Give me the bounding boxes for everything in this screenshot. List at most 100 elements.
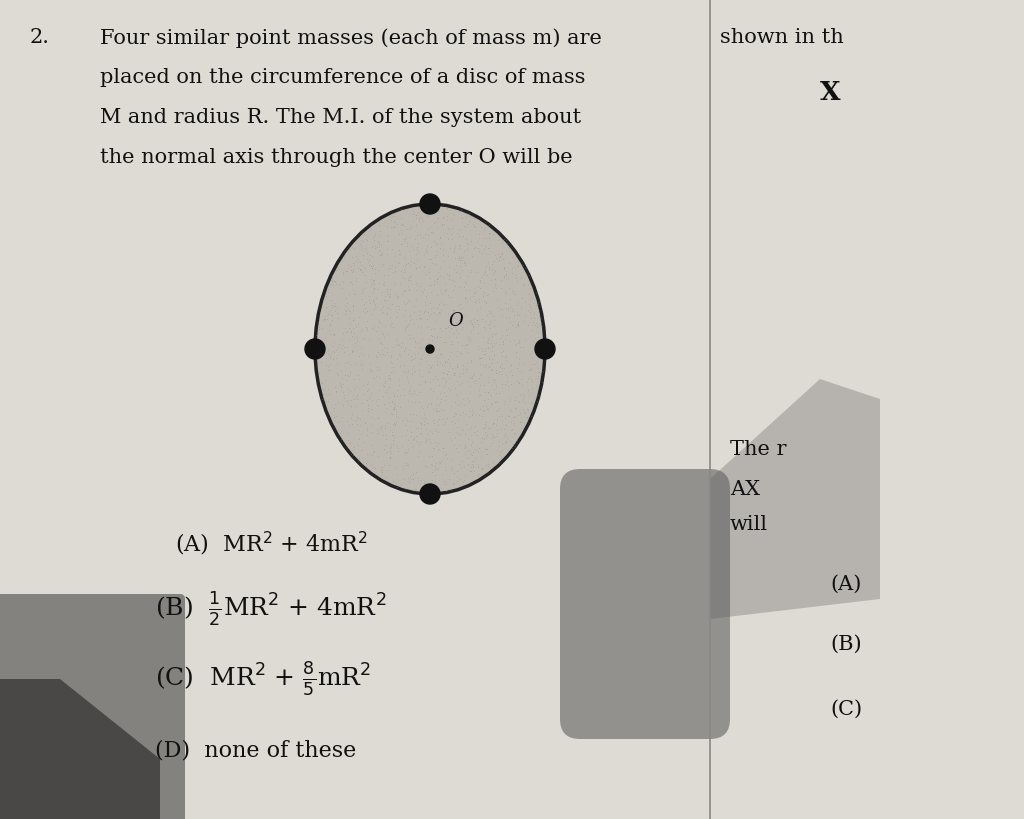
Point [506,428,522,441]
Point [342,437,358,450]
Point [450,223,466,236]
Point [326,337,342,350]
Point [408,293,424,306]
Point [345,345,361,358]
Point [389,391,406,404]
Point [495,345,511,358]
Point [458,364,474,377]
Point [326,411,342,424]
Point [404,333,421,346]
Point [485,419,502,432]
Point [397,459,414,473]
Point [415,215,431,229]
Point [463,356,479,369]
Point [411,436,427,449]
Point [352,265,369,278]
Point [400,387,417,400]
Point [474,346,490,359]
Point [398,297,415,310]
Point [468,444,484,457]
Point [366,460,382,473]
Point [512,301,528,314]
Point [358,315,375,328]
Point [396,473,413,486]
Point [526,319,543,333]
Point [373,336,389,349]
Point [513,365,529,378]
Point [502,392,518,405]
Point [429,444,445,457]
Point [477,345,494,358]
Circle shape [535,340,555,360]
Point [505,438,521,451]
Point [510,299,526,312]
Point [345,314,361,328]
Point [434,336,451,349]
Point [385,387,401,400]
Point [484,428,501,441]
Point [433,372,450,385]
Point [501,257,517,270]
Point [522,358,539,371]
Point [423,279,439,292]
Point [468,429,484,442]
Point [330,416,346,429]
Point [364,365,380,378]
Point [385,402,401,415]
Point [358,459,375,473]
Point [522,348,539,361]
Point [353,287,370,301]
Point [394,463,411,476]
Point [458,408,474,421]
Point [446,367,463,380]
Point [351,373,368,386]
Point [347,337,364,350]
Point [526,343,543,356]
Point [523,293,540,306]
Point [377,406,393,419]
Point [352,359,369,372]
Point [370,450,386,464]
Point [475,295,492,308]
Point [436,386,453,399]
Point [457,208,473,221]
Point [404,215,421,228]
Point [446,280,463,293]
Point [434,213,451,226]
Point [331,278,347,291]
Point [379,387,395,400]
Point [434,442,451,455]
Point [400,280,417,293]
Point [528,372,545,385]
Point [384,396,400,409]
Point [344,344,360,357]
Point [403,441,420,454]
Point [357,244,374,257]
Point [495,443,511,456]
Point [502,360,518,373]
Point [346,332,362,345]
Point [433,403,450,416]
Point [429,246,445,259]
Point [382,366,398,379]
Point [464,250,480,263]
Point [460,433,476,446]
Point [377,349,393,362]
Point [394,365,411,378]
Point [379,285,395,298]
Point [476,348,493,361]
Point [406,301,422,314]
Point [328,351,344,364]
Point [336,392,352,405]
Point [419,241,435,254]
Point [419,210,435,223]
Point [387,416,403,429]
Point [496,423,512,437]
Point [498,265,514,278]
Point [453,461,469,474]
Point [466,464,482,477]
Point [339,324,355,337]
Point [321,395,337,408]
Point [337,304,353,317]
Point [470,468,486,481]
